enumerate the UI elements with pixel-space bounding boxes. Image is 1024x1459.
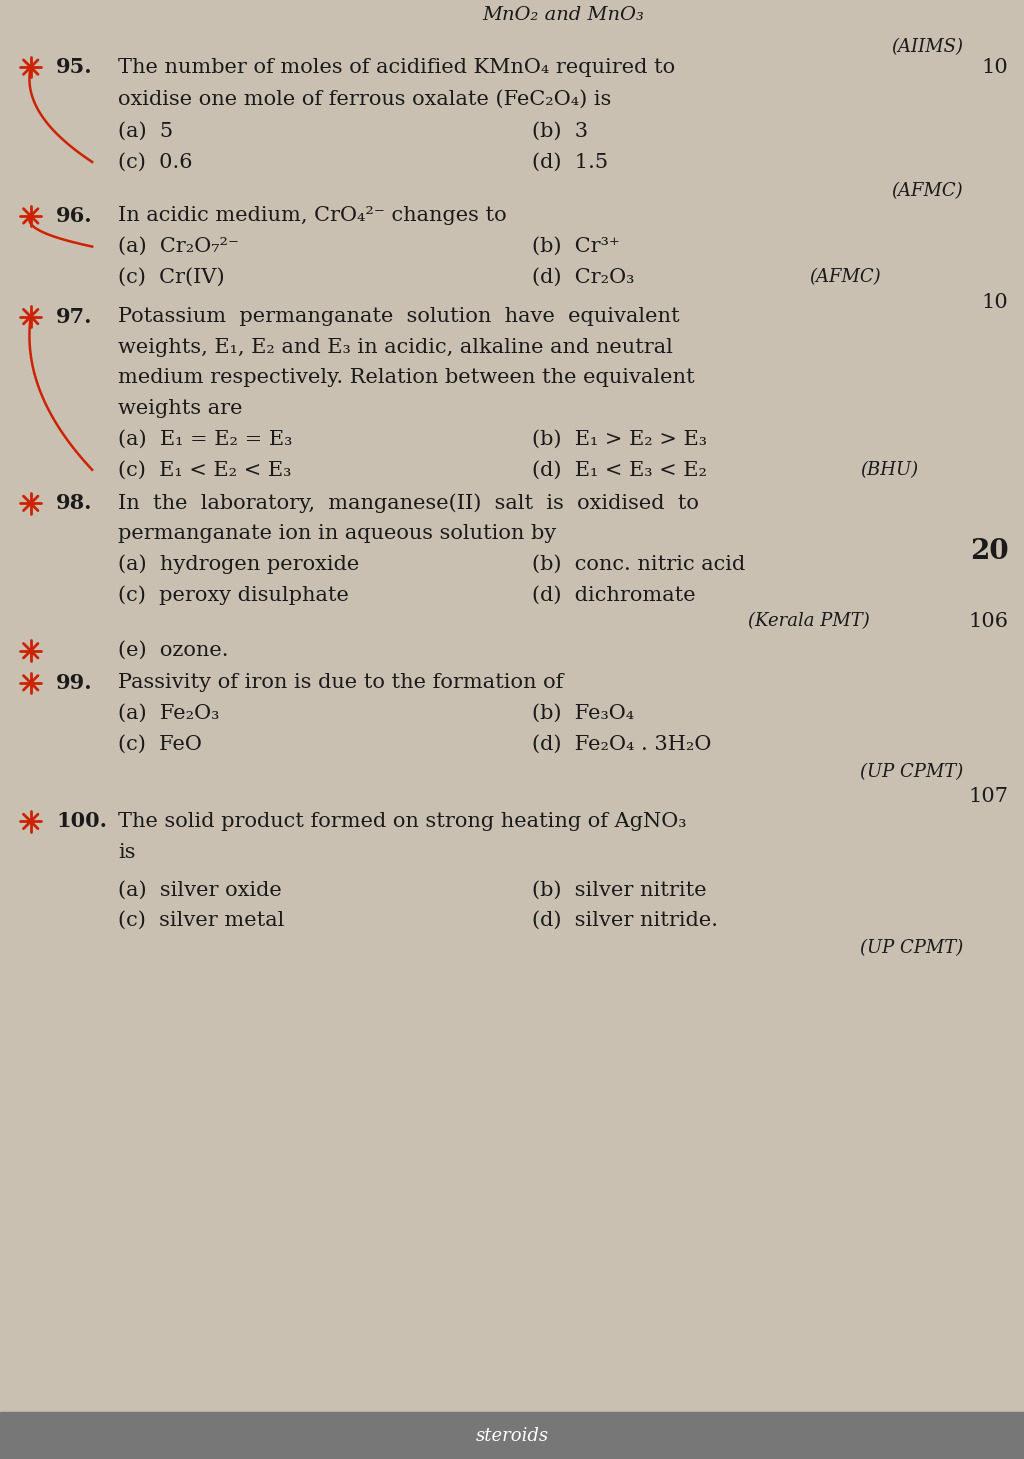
Text: (a)  5: (a) 5 [118, 121, 173, 142]
Text: (d)  dichromate: (d) dichromate [532, 585, 696, 605]
Text: (a)  silver oxide: (a) silver oxide [118, 880, 282, 900]
Text: 100.: 100. [56, 811, 108, 832]
Text: (d)  E₁ < E₃ < E₂: (d) E₁ < E₃ < E₂ [532, 460, 708, 480]
Text: (a)  hydrogen peroxide: (a) hydrogen peroxide [118, 554, 359, 575]
Text: 97.: 97. [56, 306, 93, 327]
Text: 20: 20 [970, 538, 1009, 565]
Text: (AIIMS): (AIIMS) [891, 38, 963, 55]
Text: (c)  0.6: (c) 0.6 [118, 152, 193, 172]
Text: (UP CPMT): (UP CPMT) [860, 763, 964, 781]
Text: (a)  E₁ = E₂ = E₃: (a) E₁ = E₂ = E₃ [118, 429, 292, 449]
Bar [0, 1412, 1024, 1459]
Text: 10: 10 [982, 292, 1009, 312]
Text: is: is [118, 842, 135, 862]
Text: 96.: 96. [56, 206, 93, 226]
Text: (Kerala PMT): (Kerala PMT) [748, 613, 869, 630]
Text: (UP CPMT): (UP CPMT) [860, 940, 964, 957]
Text: (b)  silver nitrite: (b) silver nitrite [532, 880, 708, 900]
Text: (d)  1.5: (d) 1.5 [532, 152, 608, 172]
Text: permanganate ion in aqueous solution by: permanganate ion in aqueous solution by [118, 524, 556, 544]
Text: (d)  Cr₂O₃: (d) Cr₂O₃ [532, 267, 635, 287]
Text: In  the  laboratory,  manganese(II)  salt  is  oxidised  to: In the laboratory, manganese(II) salt is… [118, 493, 698, 514]
Text: weights, E₁, E₂ and E₃ in acidic, alkaline and neutral: weights, E₁, E₂ and E₃ in acidic, alkali… [118, 337, 673, 357]
Text: (BHU): (BHU) [860, 461, 919, 479]
Text: 106: 106 [969, 611, 1009, 632]
Text: (b)  Cr³⁺: (b) Cr³⁺ [532, 236, 621, 257]
Text: (c)  silver metal: (c) silver metal [118, 910, 284, 931]
Text: (a)  Cr₂O₇²⁻: (a) Cr₂O₇²⁻ [118, 236, 239, 257]
Text: 98.: 98. [56, 493, 93, 514]
Text: (a)  Fe₂O₃: (a) Fe₂O₃ [118, 703, 219, 724]
Text: 107: 107 [969, 786, 1009, 807]
Text: (b)  E₁ > E₂ > E₃: (b) E₁ > E₂ > E₃ [532, 429, 708, 449]
Text: steroids: steroids [475, 1427, 549, 1444]
Text: The solid product formed on strong heating of AgNO₃: The solid product formed on strong heati… [118, 811, 686, 832]
Text: (c)  peroxy disulphate: (c) peroxy disulphate [118, 585, 348, 605]
Text: 95.: 95. [56, 57, 93, 77]
Text: oxidise one mole of ferrous oxalate (FeC₂O₄) is: oxidise one mole of ferrous oxalate (FeC… [118, 89, 611, 109]
Text: 10: 10 [982, 57, 1009, 77]
Text: Potassium  permanganate  solution  have  equivalent: Potassium permanganate solution have equ… [118, 306, 679, 327]
Text: The number of moles of acidified KMnO₄ required to: The number of moles of acidified KMnO₄ r… [118, 57, 675, 77]
Text: (b)  3: (b) 3 [532, 121, 589, 142]
Text: (b)  Fe₃O₄: (b) Fe₃O₄ [532, 703, 635, 724]
Text: (c)  FeO: (c) FeO [118, 734, 202, 754]
Text: 99.: 99. [56, 673, 93, 693]
Text: (AFMC): (AFMC) [891, 182, 963, 200]
Text: (d)  silver nitride.: (d) silver nitride. [532, 910, 719, 931]
Text: In acidic medium, CrO₄²⁻ changes to: In acidic medium, CrO₄²⁻ changes to [118, 206, 507, 226]
Text: (b)  conc. nitric acid: (b) conc. nitric acid [532, 554, 745, 575]
Text: (c)  Cr(IV): (c) Cr(IV) [118, 267, 224, 287]
Text: medium respectively. Relation between the equivalent: medium respectively. Relation between th… [118, 368, 694, 388]
Text: Passivity of iron is due to the formation of: Passivity of iron is due to the formatio… [118, 673, 563, 693]
Text: (d)  Fe₂O₄ . 3H₂O: (d) Fe₂O₄ . 3H₂O [532, 734, 712, 754]
Text: (AFMC): (AFMC) [809, 268, 881, 286]
Text: MnO₂ and MnO₃: MnO₂ and MnO₃ [482, 6, 644, 23]
Text: (e)  ozone.: (e) ozone. [118, 641, 228, 661]
Text: weights are: weights are [118, 398, 243, 419]
Text: (c)  E₁ < E₂ < E₃: (c) E₁ < E₂ < E₃ [118, 460, 291, 480]
